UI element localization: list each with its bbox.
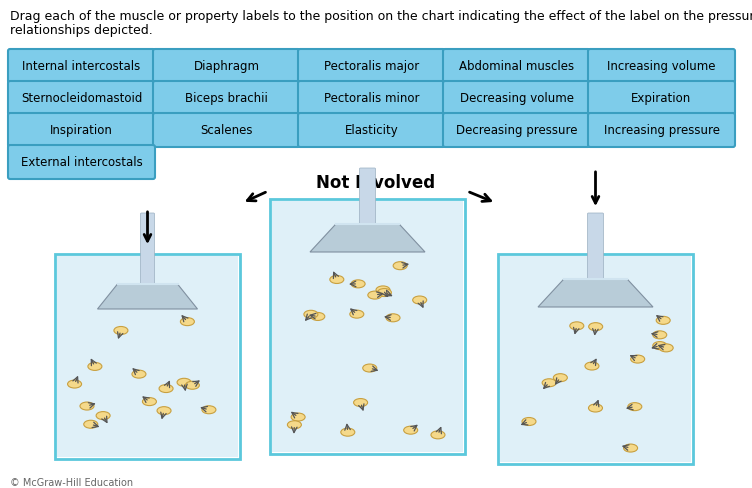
- Text: Abdominal muscles: Abdominal muscles: [459, 61, 574, 73]
- FancyBboxPatch shape: [153, 114, 300, 148]
- FancyBboxPatch shape: [141, 214, 154, 285]
- Text: Sternocleidomastoid: Sternocleidomastoid: [21, 92, 142, 105]
- FancyBboxPatch shape: [298, 82, 445, 116]
- Ellipse shape: [311, 313, 325, 321]
- FancyBboxPatch shape: [270, 200, 465, 454]
- Ellipse shape: [522, 418, 536, 426]
- Text: Inspiration: Inspiration: [50, 124, 113, 137]
- Ellipse shape: [660, 344, 673, 352]
- FancyBboxPatch shape: [359, 169, 375, 225]
- Text: relationships depicted.: relationships depicted.: [10, 24, 153, 37]
- Ellipse shape: [341, 428, 355, 436]
- Ellipse shape: [376, 286, 390, 294]
- Ellipse shape: [353, 399, 368, 407]
- Ellipse shape: [589, 323, 602, 331]
- Ellipse shape: [431, 431, 445, 439]
- Text: Decreasing volume: Decreasing volume: [459, 92, 574, 105]
- Text: Elasticity: Elasticity: [344, 124, 399, 137]
- Ellipse shape: [570, 322, 584, 330]
- Ellipse shape: [287, 421, 302, 429]
- Polygon shape: [98, 285, 198, 309]
- Ellipse shape: [142, 398, 156, 406]
- Ellipse shape: [80, 402, 94, 410]
- FancyBboxPatch shape: [57, 257, 238, 457]
- FancyBboxPatch shape: [500, 257, 691, 462]
- Ellipse shape: [202, 406, 216, 414]
- FancyBboxPatch shape: [8, 50, 155, 84]
- Polygon shape: [310, 224, 425, 252]
- Text: © McGraw-Hill Education: © McGraw-Hill Education: [10, 477, 133, 487]
- FancyBboxPatch shape: [587, 214, 604, 281]
- Text: Diaphragm: Diaphragm: [193, 61, 259, 73]
- Ellipse shape: [585, 362, 599, 370]
- Text: Pectoralis major: Pectoralis major: [324, 61, 419, 73]
- Ellipse shape: [114, 327, 128, 335]
- Text: Decreasing pressure: Decreasing pressure: [456, 124, 578, 137]
- Ellipse shape: [180, 318, 194, 326]
- Ellipse shape: [96, 412, 110, 420]
- Ellipse shape: [656, 317, 670, 325]
- Text: Not Involved: Not Involved: [317, 174, 435, 192]
- Ellipse shape: [351, 280, 365, 288]
- FancyBboxPatch shape: [298, 114, 445, 148]
- Ellipse shape: [386, 314, 400, 322]
- Text: Internal intercostals: Internal intercostals: [23, 61, 141, 73]
- FancyBboxPatch shape: [588, 50, 735, 84]
- Ellipse shape: [159, 385, 173, 393]
- Ellipse shape: [393, 262, 407, 270]
- Text: Increasing volume: Increasing volume: [608, 61, 716, 73]
- Ellipse shape: [589, 404, 602, 412]
- Ellipse shape: [631, 355, 644, 364]
- Polygon shape: [538, 280, 653, 307]
- Ellipse shape: [304, 311, 318, 319]
- Text: External intercostals: External intercostals: [20, 156, 142, 169]
- Ellipse shape: [132, 370, 146, 378]
- Ellipse shape: [68, 380, 81, 388]
- Text: Pectoralis minor: Pectoralis minor: [324, 92, 420, 105]
- FancyBboxPatch shape: [8, 82, 155, 116]
- FancyBboxPatch shape: [272, 202, 463, 452]
- Ellipse shape: [362, 365, 377, 372]
- Ellipse shape: [413, 296, 426, 305]
- FancyBboxPatch shape: [443, 114, 590, 148]
- Ellipse shape: [653, 331, 667, 339]
- Ellipse shape: [368, 291, 382, 300]
- Ellipse shape: [185, 382, 199, 389]
- Ellipse shape: [83, 420, 98, 428]
- Ellipse shape: [553, 374, 567, 382]
- Ellipse shape: [350, 310, 364, 319]
- Ellipse shape: [157, 407, 171, 415]
- Text: Increasing pressure: Increasing pressure: [604, 124, 720, 137]
- Text: Expiration: Expiration: [632, 92, 692, 105]
- FancyBboxPatch shape: [588, 82, 735, 116]
- Ellipse shape: [542, 379, 556, 387]
- FancyBboxPatch shape: [8, 114, 155, 148]
- Ellipse shape: [88, 363, 102, 371]
- FancyBboxPatch shape: [298, 50, 445, 84]
- Ellipse shape: [378, 289, 391, 297]
- Ellipse shape: [177, 379, 191, 386]
- FancyBboxPatch shape: [443, 50, 590, 84]
- FancyBboxPatch shape: [8, 146, 155, 180]
- Text: Drag each of the muscle or property labels to the position on the chart indicati: Drag each of the muscle or property labe…: [10, 10, 752, 23]
- Text: Biceps brachii: Biceps brachii: [185, 92, 268, 105]
- Ellipse shape: [330, 276, 344, 284]
- Ellipse shape: [404, 427, 417, 434]
- FancyBboxPatch shape: [153, 82, 300, 116]
- FancyBboxPatch shape: [498, 254, 693, 464]
- FancyBboxPatch shape: [443, 82, 590, 116]
- FancyBboxPatch shape: [55, 254, 240, 459]
- Text: Scalenes: Scalenes: [200, 124, 253, 137]
- Ellipse shape: [291, 413, 305, 421]
- Ellipse shape: [628, 403, 641, 411]
- Ellipse shape: [623, 444, 638, 452]
- Ellipse shape: [653, 342, 667, 350]
- FancyBboxPatch shape: [153, 50, 300, 84]
- FancyBboxPatch shape: [588, 114, 735, 148]
